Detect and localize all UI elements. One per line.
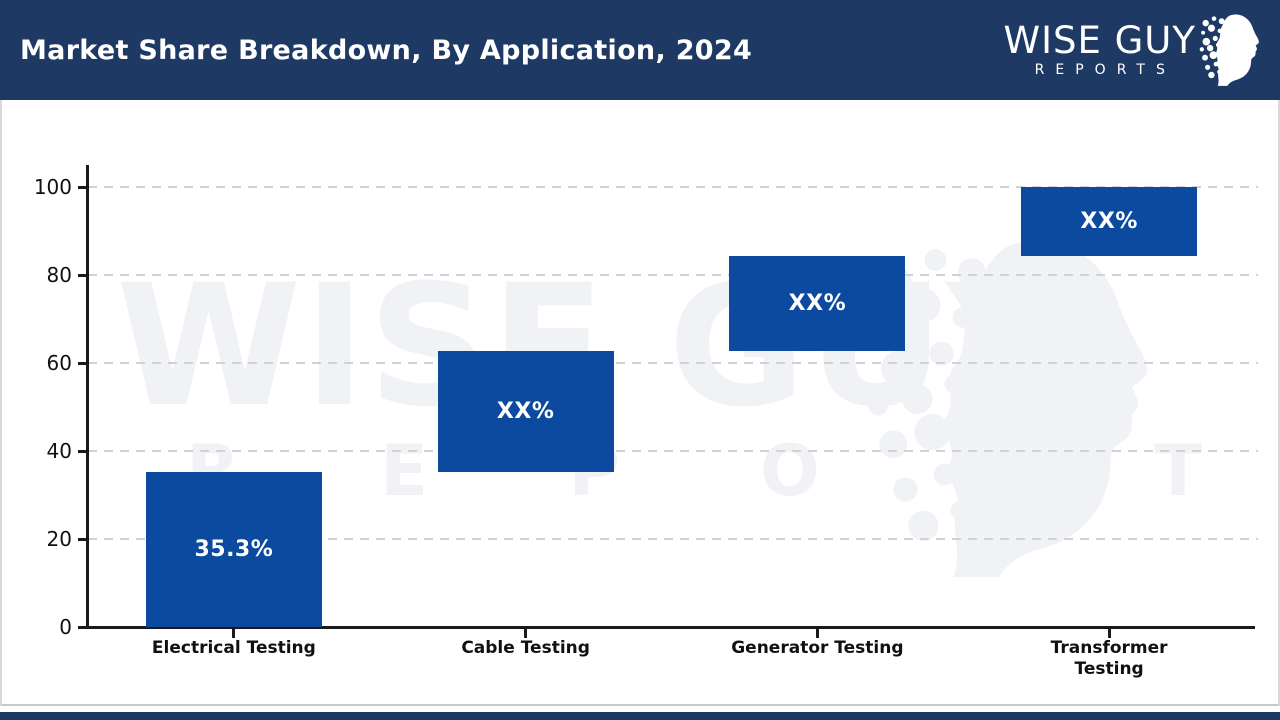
x-axis-category-label: Cable Testing xyxy=(461,638,590,658)
y-tick-mark-0 xyxy=(78,625,86,629)
logo-face-icon xyxy=(1199,14,1259,86)
wise-guy-reports-logo: WISE GUY REPORTS xyxy=(1004,11,1262,89)
y-tick-label: 80 xyxy=(46,263,72,287)
logo-wordmark: WISE GUY xyxy=(1003,19,1196,62)
y-tick-mark-100 xyxy=(78,185,86,189)
y-tick-label: 40 xyxy=(46,439,72,463)
footer-bar xyxy=(0,712,1280,720)
gridline-40 xyxy=(88,450,1258,452)
y-tick-mark-80 xyxy=(78,273,86,277)
logo-subtitle: REPORTS xyxy=(1034,62,1176,78)
x-tick-mark xyxy=(1107,629,1111,638)
x-tick-mark xyxy=(815,629,819,638)
gridline-80 xyxy=(88,274,1258,276)
y-tick-label: 60 xyxy=(46,351,72,375)
y-tick-label: 20 xyxy=(46,527,72,551)
y-tick-mark-40 xyxy=(78,449,86,453)
gridline-60 xyxy=(88,362,1258,364)
bar-cable-testing: XX% xyxy=(437,351,614,472)
y-axis-line xyxy=(86,165,89,628)
bar-electrical-testing: 35.3% xyxy=(145,471,322,627)
bar-value-label: 35.3% xyxy=(194,536,274,562)
y-tick-mark-60 xyxy=(78,361,86,365)
logo-text: WISE GUY REPORTS xyxy=(1004,22,1196,78)
bar-generator-testing: XX% xyxy=(729,256,906,352)
bar-value-label: XX% xyxy=(1080,209,1138,235)
bar-value-label: XX% xyxy=(788,291,847,317)
y-tick-mark-20 xyxy=(78,537,86,541)
x-tick-mark xyxy=(232,629,236,638)
header-bar: Market Share Breakdown, By Application, … xyxy=(0,0,1280,100)
x-axis-category-label: Generator Testing xyxy=(731,638,904,658)
bar-transformer-testing: XX% xyxy=(1021,187,1198,257)
x-tick-mark xyxy=(524,629,528,638)
bar-value-label: XX% xyxy=(496,398,555,424)
x-axis-line xyxy=(86,626,1255,629)
x-axis-category-label: Electrical Testing xyxy=(151,638,316,658)
page-title: Market Share Breakdown, By Application, … xyxy=(20,34,753,66)
gridline-20 xyxy=(88,538,1258,540)
watermark-face-icon xyxy=(867,240,1148,578)
y-tick-label: 0 xyxy=(59,615,72,639)
gridline-100 xyxy=(88,186,1258,188)
y-tick-label: 100 xyxy=(33,175,72,199)
x-axis-category-label: Transformer Testing xyxy=(1050,638,1168,679)
